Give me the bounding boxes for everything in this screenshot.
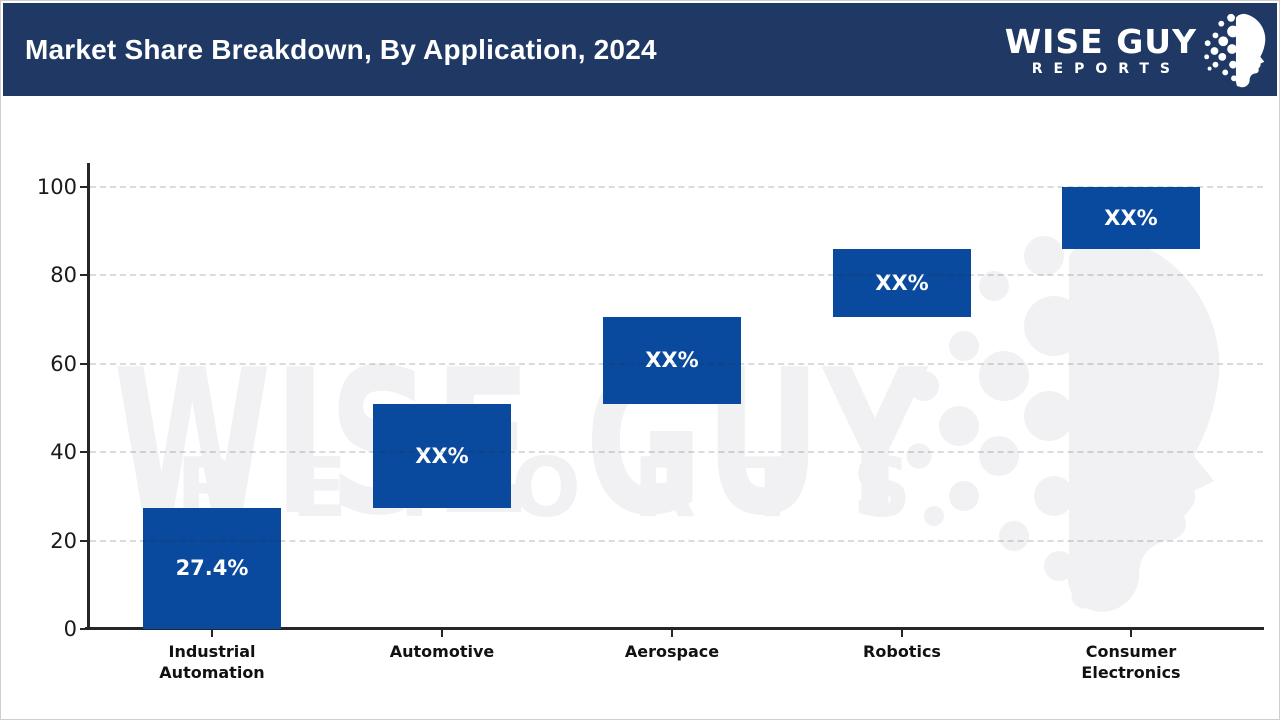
y-tick-label: 60 xyxy=(50,351,77,376)
gridline xyxy=(90,539,1263,542)
y-tick-label: 80 xyxy=(50,263,77,288)
x-category-label: Industrial Automation xyxy=(97,641,327,683)
logo-text: WISE GUY REPORTS xyxy=(1005,24,1197,78)
bar-aerospace: XX% xyxy=(603,316,741,404)
bar-value-label: XX% xyxy=(415,443,469,468)
bar-robotics: XX% xyxy=(833,248,971,317)
bar-consumer-electronics: XX% xyxy=(1062,187,1200,249)
y-tick-mark xyxy=(80,274,88,277)
x-axis-line xyxy=(85,627,1264,630)
bar-value-label: XX% xyxy=(875,270,929,295)
x-category-label-line: Automotive xyxy=(389,642,495,661)
x-tick-mark xyxy=(441,630,443,637)
x-category-label-line: Robotics xyxy=(863,642,941,661)
y-tick-label: 20 xyxy=(50,528,77,553)
y-tick-mark xyxy=(80,451,88,454)
logo-wordmark: WISE GUY xyxy=(1004,22,1197,61)
x-category-label-line: Automation xyxy=(159,663,265,682)
header-bar: Market Share Breakdown, By Application, … xyxy=(3,3,1277,96)
x-category-label-line: Industrial xyxy=(168,642,256,661)
x-category-label-line: Electronics xyxy=(1081,663,1181,682)
x-tick-mark xyxy=(1130,630,1132,637)
logo-head-icon xyxy=(1204,13,1266,88)
gridline xyxy=(90,186,1263,188)
gridline xyxy=(90,274,1263,277)
y-tick-mark xyxy=(80,186,88,188)
y-tick-label: 40 xyxy=(50,440,77,465)
x-category-label: Automotive xyxy=(327,641,557,662)
y-tick-mark xyxy=(80,539,88,542)
x-tick-mark xyxy=(211,630,213,637)
x-tick-mark xyxy=(671,630,673,637)
x-category-label: Robotics xyxy=(787,641,1017,662)
bar-value-label: 27.4% xyxy=(175,556,249,581)
logo-subtext: REPORTS xyxy=(1031,61,1182,77)
bar-value-label: XX% xyxy=(1104,205,1158,230)
x-category-label: Consumer Electronics xyxy=(1016,641,1246,683)
bar-automotive: XX% xyxy=(373,404,511,508)
y-tick-label: 100 xyxy=(36,175,77,199)
x-category-label-line: Consumer xyxy=(1085,642,1177,661)
gridline xyxy=(90,451,1263,454)
wise-guy-logo: WISE GUY REPORTS xyxy=(1005,11,1267,91)
x-category-label-line: Aerospace xyxy=(624,642,720,661)
y-tick-mark xyxy=(80,628,88,630)
y-tick-label: 0 xyxy=(63,617,77,641)
bar-industrial-automation: 27.4% xyxy=(143,507,281,629)
gridline xyxy=(90,362,1263,365)
x-category-label: Aerospace xyxy=(557,641,787,662)
x-tick-mark xyxy=(901,630,903,637)
bar-value-label: XX% xyxy=(645,348,699,373)
y-tick-mark xyxy=(80,362,88,365)
page-title: Market Share Breakdown, By Application, … xyxy=(25,33,657,65)
y-axis-line xyxy=(87,163,90,630)
